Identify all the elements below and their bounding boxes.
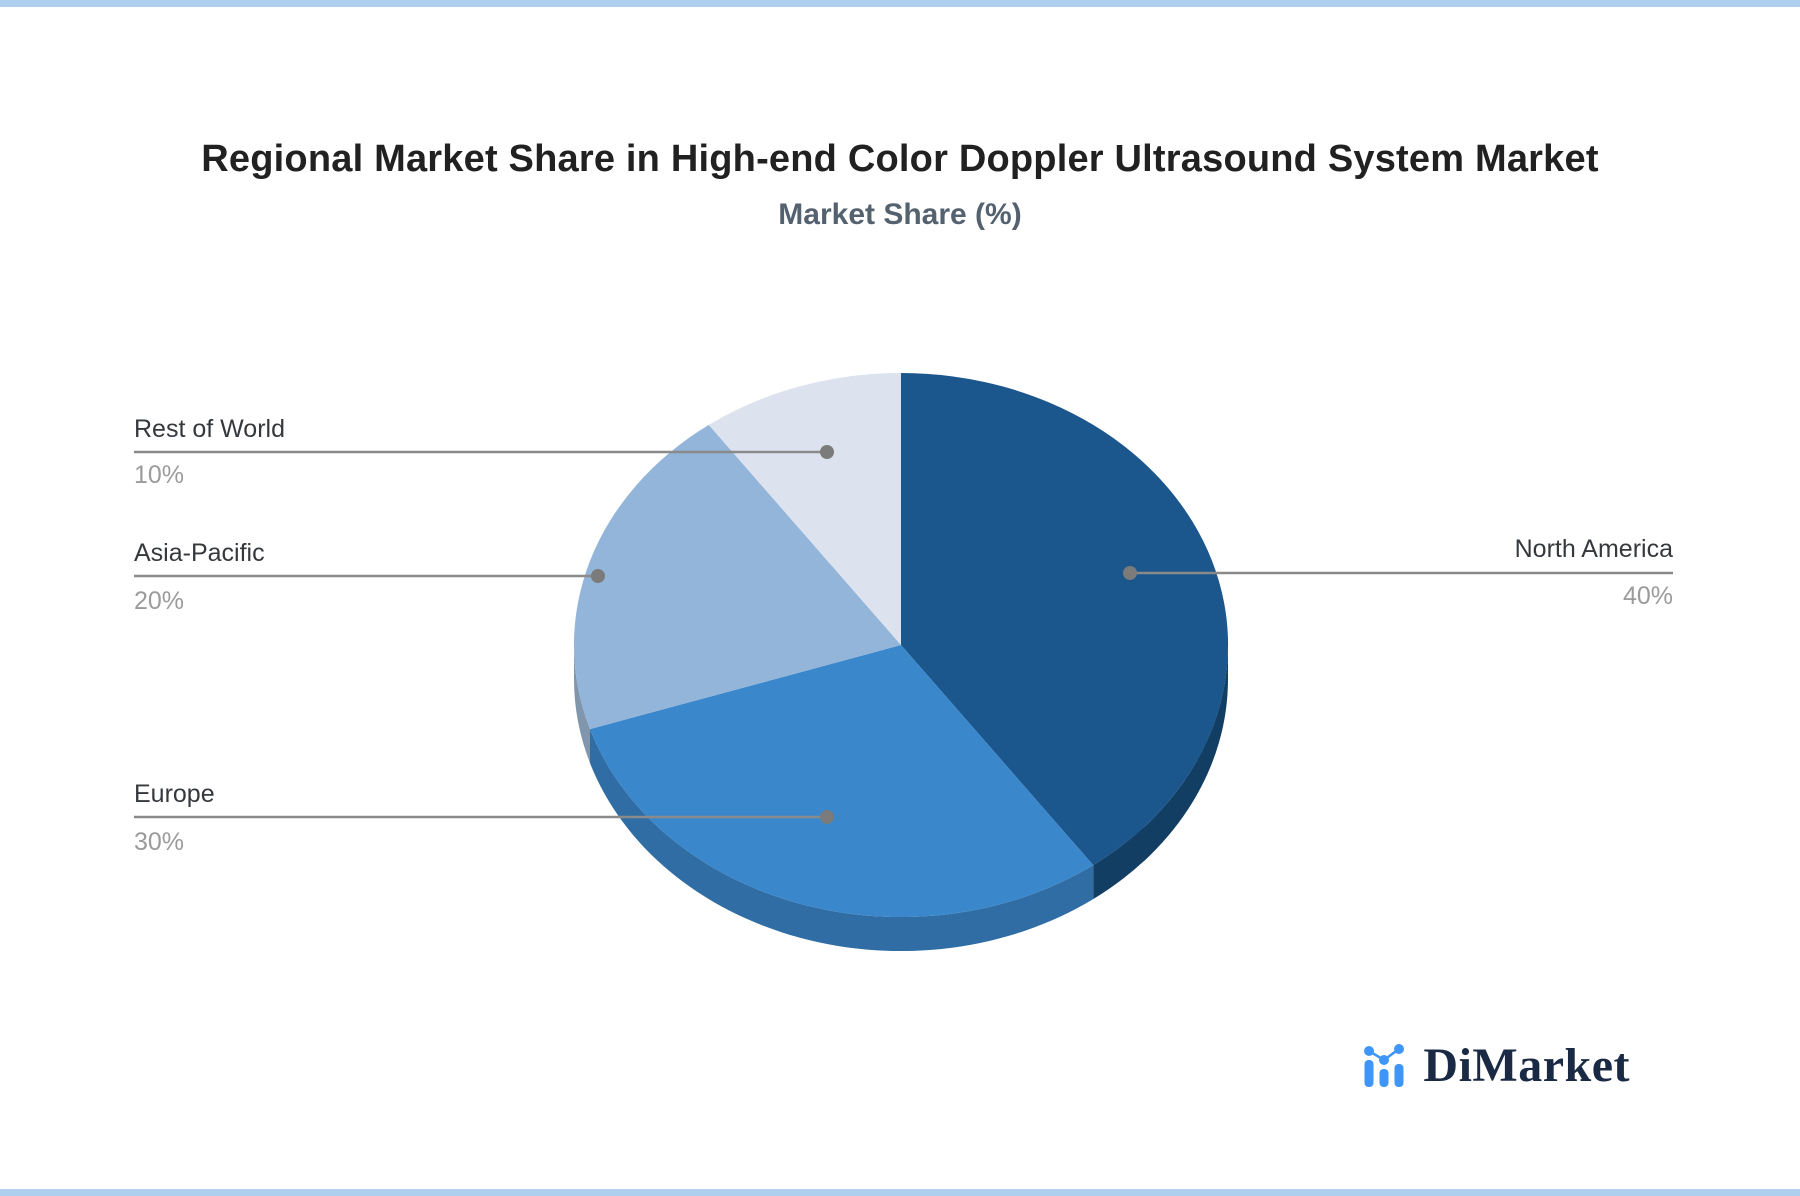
logo-bar-2: [1379, 1069, 1389, 1087]
pie-slice-asia-pacific: [573, 424, 901, 730]
brand-logo-icon: [1364, 1044, 1405, 1087]
leader-dot-rest-of-world: [820, 445, 834, 459]
pie-side-north-america: [1093, 645, 1228, 900]
chart-title: Regional Market Share in High-end Color …: [201, 138, 1599, 180]
logo-bar-3: [1394, 1064, 1404, 1087]
logo-bar-1: [1364, 1060, 1374, 1087]
slice-label-asia-pacific: Asia-Pacific: [134, 539, 265, 567]
logo-dot-2: [1379, 1055, 1390, 1065]
slice-label-north-america: North America: [1514, 535, 1673, 563]
slice-pct-asia-pacific: 20%: [134, 587, 185, 615]
bottom-border-strip: [0, 1189, 1800, 1196]
pie-slice-rest-of-world: [708, 373, 901, 645]
slice-label-europe: Europe: [134, 780, 215, 808]
logo-dot-3: [1394, 1044, 1405, 1054]
leader-dot-asia-pacific: [591, 569, 605, 583]
slice-pct-north-america: 40%: [1622, 582, 1673, 610]
pie-slice-north-america: [901, 373, 1229, 866]
slice-label-rest-of-world: Rest of World: [134, 415, 285, 443]
logo-dot-1: [1364, 1046, 1375, 1056]
leader-dot-europe: [820, 810, 834, 824]
brand-logo: DiMarket: [1360, 1042, 1630, 1090]
leader-dot-north-america: [1123, 566, 1137, 580]
pie-side-europe: [590, 729, 1094, 952]
slice-pct-europe: 30%: [134, 828, 185, 856]
brand-logo-text: DiMarket: [1423, 1039, 1630, 1092]
slice-pct-rest-of-world: 10%: [134, 461, 185, 489]
pie-side-asia-pacific: [574, 645, 590, 764]
top-border-strip: [0, 0, 1800, 7]
pie-slice-europe: [590, 645, 1094, 918]
chart-subtitle: Market Share (%): [778, 198, 1022, 231]
